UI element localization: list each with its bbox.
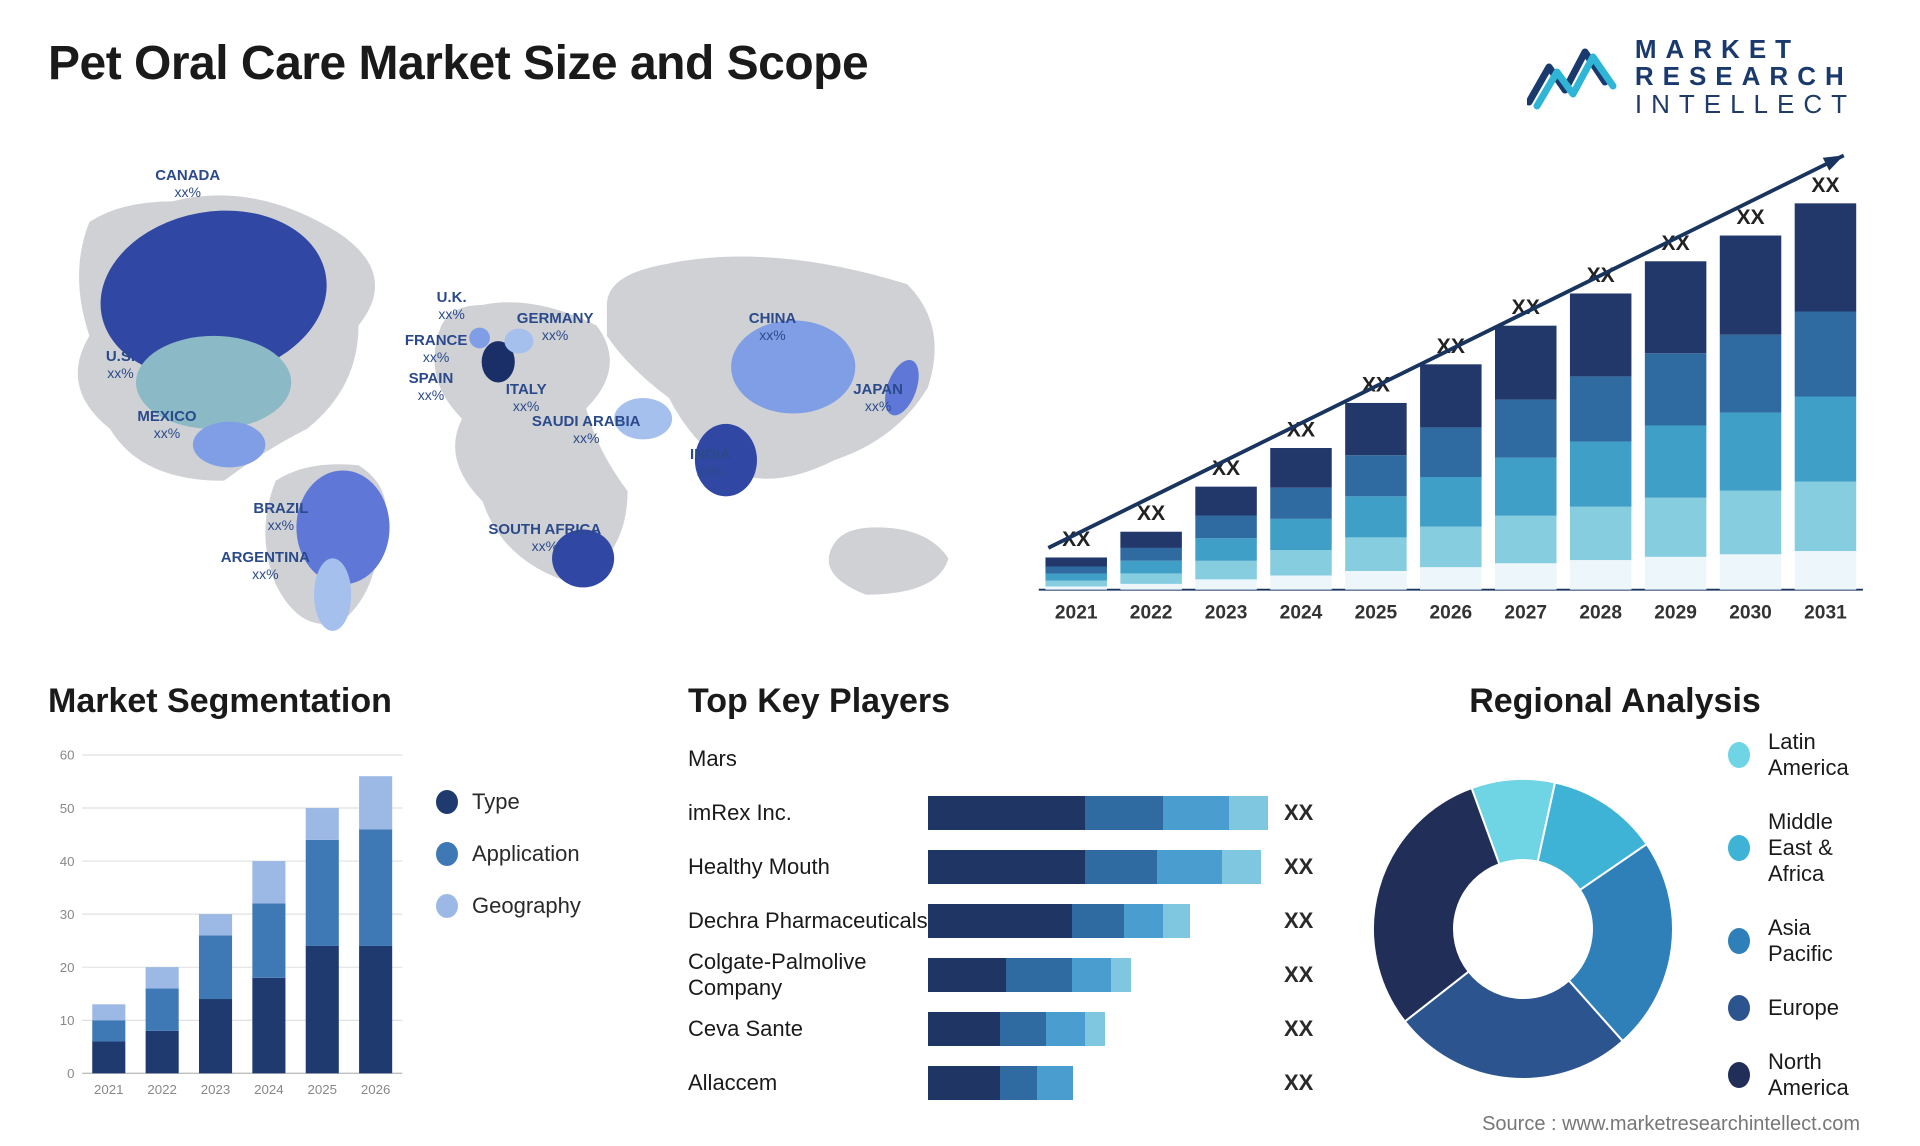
forecast-panel: 2021XX2022XX2023XX2024XX2025XX2026XX2027… <box>1010 138 1873 658</box>
key-player-value: XX <box>1284 908 1313 934</box>
key-player-name: Healthy Mouth <box>688 854 928 880</box>
map-label: U.K.xx% <box>437 290 467 321</box>
svg-text:0: 0 <box>67 1066 74 1081</box>
svg-text:2028: 2028 <box>1579 602 1622 623</box>
key-player-value: XX <box>1284 1070 1313 1096</box>
key-player-row: Healthy Mouth XX <box>688 845 1328 889</box>
source-text: Source : www.marketresearchintellect.com <box>1482 1113 1860 1136</box>
segmentation-legend-item: Geography <box>436 893 668 919</box>
svg-text:2029: 2029 <box>1654 602 1697 623</box>
key-player-bar <box>928 1012 1268 1046</box>
map-label: SOUTH AFRICAxx% <box>488 522 601 553</box>
map-label: SAUDI ARABIAxx% <box>532 414 641 445</box>
segmentation-legend-item: Application <box>436 841 668 867</box>
key-player-value: XX <box>1284 1016 1313 1042</box>
regional-title: Regional Analysis <box>1358 682 1872 721</box>
svg-text:2022: 2022 <box>1129 602 1172 623</box>
svg-text:2023: 2023 <box>1204 602 1247 623</box>
forecast-chart: 2021XX2022XX2023XX2024XX2025XX2026XX2027… <box>1010 138 1873 658</box>
world-map-panel: CANADAxx% U.S.xx%MEXICOxx% BRAZILxx% ARGENT… <box>48 138 980 658</box>
key-player-name: Dechra Pharmaceuticals <box>688 908 928 934</box>
svg-text:XX: XX <box>1736 206 1764 229</box>
svg-text:20: 20 <box>60 960 75 975</box>
svg-text:XX: XX <box>1811 174 1839 197</box>
regional-legend-item: North America <box>1728 1049 1872 1101</box>
key-player-name: Ceva Sante <box>688 1016 928 1042</box>
svg-text:30: 30 <box>60 907 75 922</box>
key-player-name: Colgate-Palmolive Company <box>688 949 928 1001</box>
segmentation-chart: 0 10 20 30 40 50 60 2021 2022 2023 2024 2025 2026 <box>48 729 408 1122</box>
key-player-bar <box>928 796 1268 830</box>
key-players-panel: Top Key Players MarsimRex Inc.XXHealthy … <box>668 682 1328 1122</box>
key-player-row: Mars <box>688 737 1328 781</box>
svg-text:2023: 2023 <box>201 1082 230 1097</box>
regional-panel: Regional Analysis Latin America Middle Ea… <box>1328 682 1872 1122</box>
key-player-bar <box>928 850 1268 884</box>
svg-text:2026: 2026 <box>1429 602 1472 623</box>
key-player-row: Allaccem XX <box>688 1061 1328 1105</box>
map-label: INDIAxx% <box>690 447 731 478</box>
key-player-name: Mars <box>688 746 928 772</box>
key-player-row: Ceva Sante XX <box>688 1007 1328 1051</box>
svg-text:XX: XX <box>1137 502 1165 525</box>
key-player-row: Dechra Pharmaceuticals XX <box>688 899 1328 943</box>
map-label: ARGENTINAxx% <box>221 550 310 581</box>
segmentation-panel: Market Segmentation 0 10 20 30 40 50 60 2021 202… <box>48 682 668 1122</box>
svg-text:2024: 2024 <box>254 1082 283 1097</box>
brand-mark-icon <box>1527 42 1617 112</box>
segmentation-legend: Type Application Geography <box>436 729 668 1122</box>
svg-text:2025: 2025 <box>1354 602 1397 623</box>
key-player-row: imRex Inc. XX <box>688 791 1328 835</box>
key-player-bar <box>928 904 1268 938</box>
key-player-row: Colgate-Palmolive CompanyXX <box>688 953 1328 997</box>
segmentation-legend-item: Type <box>436 789 668 815</box>
key-player-name: imRex Inc. <box>688 800 928 826</box>
map-label: U.S.xx% <box>106 349 135 380</box>
regional-legend-item: Latin America <box>1728 729 1872 781</box>
svg-text:2027: 2027 <box>1504 602 1547 623</box>
svg-text:40: 40 <box>60 854 75 869</box>
brand-line3: INTELLECT <box>1635 91 1856 118</box>
map-label: CANADAxx% <box>155 168 220 199</box>
regional-legend-item: Europe <box>1728 995 1872 1021</box>
svg-text:2024: 2024 <box>1279 602 1322 623</box>
segmentation-title: Market Segmentation <box>48 682 668 721</box>
map-label: CHINAxx% <box>749 311 797 342</box>
regional-donut <box>1358 764 1688 1094</box>
page-title: Pet Oral Care Market Size and Scope <box>48 36 868 91</box>
key-player-name: Allaccem <box>688 1070 928 1096</box>
key-player-value: XX <box>1284 800 1313 826</box>
svg-text:50: 50 <box>60 801 75 816</box>
svg-text:2021: 2021 <box>1054 602 1097 623</box>
map-label: FRANCExx% <box>405 333 468 364</box>
key-player-value: XX <box>1284 962 1313 988</box>
svg-text:60: 60 <box>60 748 75 763</box>
key-player-bar <box>928 958 1268 992</box>
brand-line2: RESEARCH <box>1635 63 1856 90</box>
map-label: GERMANYxx% <box>517 311 594 342</box>
svg-text:2031: 2031 <box>1804 602 1847 623</box>
map-label: ITALYxx% <box>506 382 547 413</box>
svg-text:2026: 2026 <box>361 1082 390 1097</box>
map-label: BRAZILxx% <box>253 501 308 532</box>
regional-legend-item: Asia Pacific <box>1728 915 1872 967</box>
map-label: MEXICOxx% <box>137 409 196 440</box>
key-player-value: XX <box>1284 854 1313 880</box>
svg-text:2021: 2021 <box>94 1082 123 1097</box>
brand-line1: MARKET <box>1635 36 1856 63</box>
key-players-title: Top Key Players <box>688 682 1328 721</box>
map-label: JAPANxx% <box>853 382 903 413</box>
key-player-bar <box>928 1066 1268 1100</box>
svg-text:2030: 2030 <box>1729 602 1772 623</box>
svg-text:10: 10 <box>60 1013 75 1028</box>
svg-text:2022: 2022 <box>147 1082 176 1097</box>
svg-text:2025: 2025 <box>308 1082 337 1097</box>
regional-legend: Latin America Middle East & Africa Asia Pa… <box>1688 729 1872 1129</box>
brand-logo: MARKET RESEARCH INTELLECT <box>1527 36 1856 118</box>
map-label: SPAINxx% <box>409 371 454 402</box>
regional-legend-item: Middle East & Africa <box>1728 809 1872 887</box>
